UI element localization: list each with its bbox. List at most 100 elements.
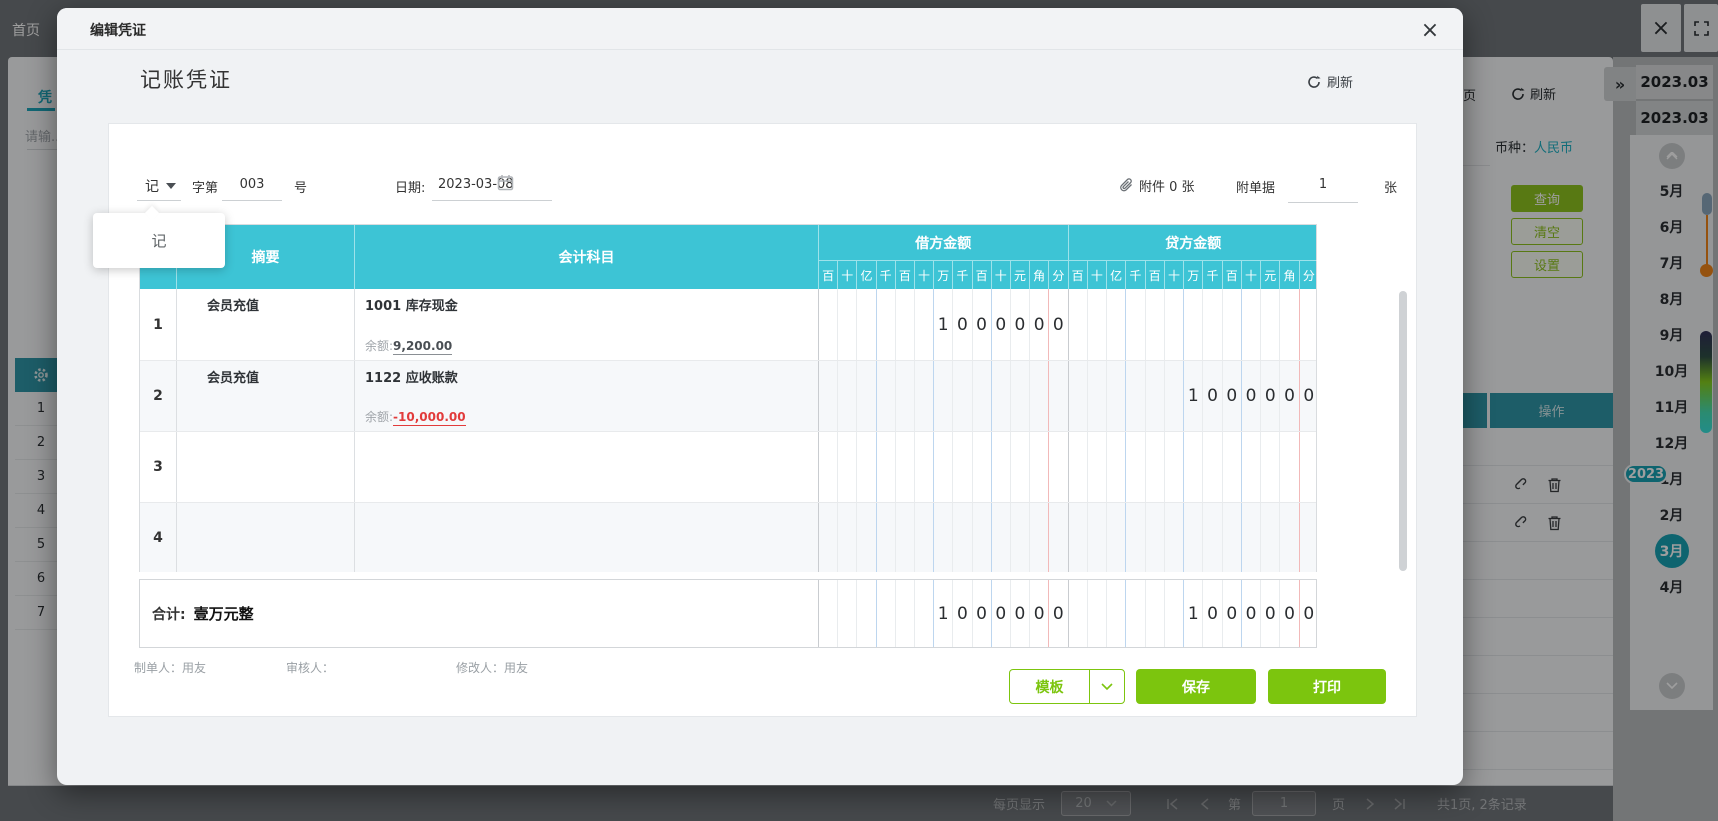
tab-voucher[interactable]: 凭: [38, 90, 52, 106]
attachments-link[interactable]: 附件 0 张: [1119, 176, 1195, 195]
auditor-label: 审核人：: [286, 661, 335, 675]
search-placeholder[interactable]: 请输...: [25, 130, 64, 145]
page-input[interactable]: 1: [1252, 791, 1316, 816]
digit-cell: [973, 503, 992, 572]
credit-cell[interactable]: [1069, 289, 1319, 360]
trash-icon[interactable]: [1547, 477, 1562, 493]
month-item[interactable]: 6月: [1659, 220, 1684, 236]
tab-home[interactable]: 首页: [12, 23, 40, 39]
partial-text-page: 页: [1463, 89, 1477, 104]
gradient-scrollbar[interactable]: [1700, 331, 1712, 433]
save-button[interactable]: 保存: [1136, 669, 1256, 704]
app-close-button[interactable]: ×: [1641, 4, 1681, 52]
digit-cell: 0: [973, 580, 992, 647]
month-scrollbar-line: [1706, 215, 1708, 265]
background-refresh-button[interactable]: 刷新: [1511, 84, 1556, 103]
debit-cell[interactable]: [819, 432, 1069, 502]
summary-cell[interactable]: [177, 503, 355, 572]
template-split-button[interactable]: 模板: [1009, 669, 1125, 704]
voucher-row[interactable]: 3: [140, 431, 1316, 502]
debit-cell[interactable]: [819, 361, 1069, 431]
expand-periods-button[interactable]: »: [1604, 67, 1636, 101]
month-scrollbar-thumb[interactable]: [1702, 193, 1712, 215]
background-ops-table: 操作: [1460, 393, 1613, 770]
scroll-down-button[interactable]: [1659, 673, 1685, 699]
credit-digit-labels: 百十亿千百十万千百十元角分: [1068, 260, 1318, 289]
date-input[interactable]: 2023-03-08: [438, 177, 514, 192]
digit-cell: 0: [1030, 580, 1050, 647]
word-dropdown-popup: 记: [93, 205, 225, 268]
period-tab-bottom[interactable]: 2023.03: [1636, 101, 1713, 135]
trash-icon[interactable]: [1547, 515, 1562, 531]
calendar-icon[interactable]: [497, 174, 514, 191]
account-cell[interactable]: [355, 432, 819, 502]
row-number: 2: [140, 361, 177, 431]
digit-cell: [1165, 432, 1185, 502]
next-page-button[interactable]: [1363, 786, 1377, 821]
print-button[interactable]: 打印: [1268, 669, 1386, 704]
app-fullscreen-button[interactable]: [1684, 4, 1718, 52]
dialog-close-button[interactable]: ×: [1413, 14, 1447, 46]
prev-page-button[interactable]: [1198, 786, 1212, 821]
word-dropdown-item[interactable]: 记: [151, 232, 167, 250]
last-page-button[interactable]: [1390, 786, 1408, 821]
digit-cell: 1: [934, 580, 954, 647]
close-icon: ×: [1651, 15, 1671, 41]
voucher-word-select[interactable]: 记: [145, 176, 176, 196]
credit-cell[interactable]: [1069, 432, 1319, 502]
month-item[interactable]: 9月: [1659, 328, 1684, 344]
digit-cell: 0: [1242, 580, 1262, 647]
month-item[interactable]: 7月: [1659, 256, 1684, 272]
clear-button[interactable]: 清空: [1511, 218, 1583, 245]
chevron-down-icon[interactable]: [1090, 682, 1124, 691]
digit-cell: 0: [953, 289, 973, 360]
link-icon[interactable]: [1512, 514, 1529, 531]
digit-cell: [819, 580, 839, 647]
paperclip-icon: [1119, 178, 1133, 193]
balance-text: 余额:-10,000.00: [365, 410, 466, 426]
digit-cell: [819, 503, 839, 572]
summary-cell[interactable]: 会员充值: [177, 289, 355, 360]
query-button[interactable]: 查询: [1511, 185, 1583, 212]
first-page-button[interactable]: [1163, 786, 1181, 821]
settings-button[interactable]: 设置: [1511, 251, 1583, 278]
account-cell[interactable]: 1122 应收账款 余额:-10,000.00: [355, 361, 819, 431]
month-item[interactable]: 10月: [1654, 364, 1689, 380]
month-scrollbar-knob[interactable]: [1700, 264, 1713, 277]
voucher-row[interactable]: 4: [140, 502, 1316, 572]
card-scrollbar[interactable]: [1399, 291, 1407, 571]
digit-cell: [1300, 432, 1318, 502]
scroll-up-button[interactable]: [1658, 143, 1685, 169]
digit-cell: [1165, 503, 1185, 572]
date-label: 日期:: [395, 181, 426, 196]
summary-cell[interactable]: 会员充值: [177, 361, 355, 431]
month-item[interactable]: 2月: [1659, 508, 1684, 524]
month-item[interactable]: 12月: [1654, 436, 1689, 452]
month-item[interactable]: 8月: [1659, 292, 1684, 308]
voucher-refresh-button[interactable]: 刷新: [1307, 72, 1353, 91]
digit-cell: 1: [934, 289, 954, 360]
digit-cell: [838, 503, 858, 572]
summary-cell[interactable]: [177, 432, 355, 502]
digit-cell: [1261, 289, 1281, 360]
account-cell[interactable]: 1001 库存现金 余额:9,200.00: [355, 289, 819, 360]
month-item[interactable]: 11月: [1654, 400, 1689, 416]
month-item[interactable]: 3月: [1630, 533, 1713, 569]
voucher-number-input[interactable]: 003: [239, 177, 265, 192]
attached-docs-input[interactable]: 1: [1318, 177, 1328, 192]
ops-table-row: [1460, 504, 1613, 542]
account-cell[interactable]: [355, 503, 819, 572]
month-item[interactable]: 5月: [1659, 184, 1684, 200]
period-tab-top[interactable]: 2023.03: [1636, 65, 1713, 99]
month-item[interactable]: 4月: [1659, 580, 1684, 596]
debit-cell[interactable]: [819, 503, 1069, 572]
digit-cell: [1146, 432, 1165, 502]
link-icon[interactable]: [1512, 476, 1529, 493]
credit-cell[interactable]: [1069, 503, 1319, 572]
per-page-select[interactable]: 20: [1061, 791, 1131, 816]
background-row-number: 2: [15, 426, 67, 460]
